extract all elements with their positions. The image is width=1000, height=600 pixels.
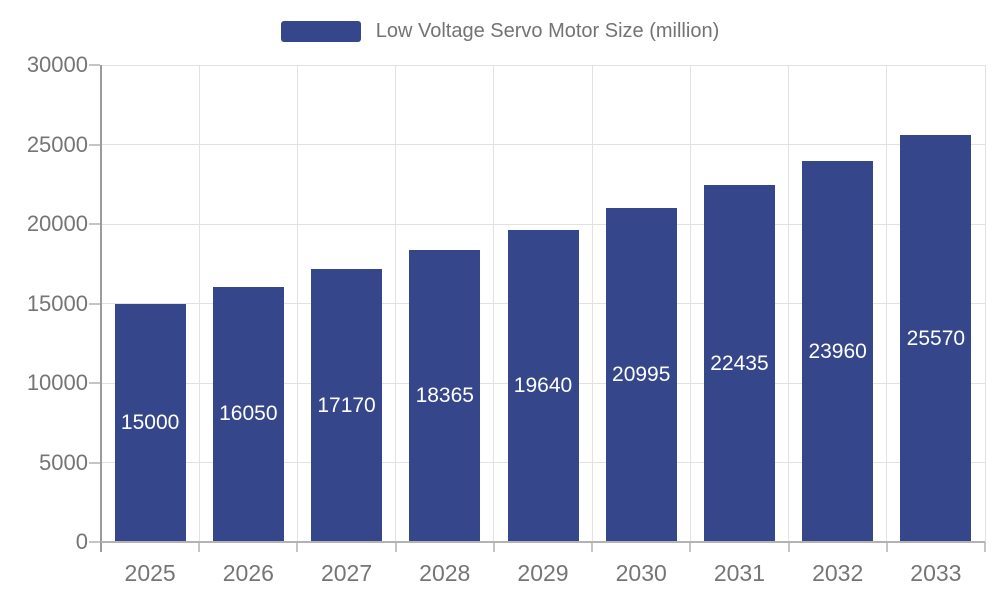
legend-label: Low Voltage Servo Motor Size (million) bbox=[375, 20, 720, 42]
x-tick bbox=[787, 542, 790, 552]
bar[interactable]: 25570 bbox=[900, 135, 972, 542]
x-tick-label: 2026 bbox=[222, 560, 274, 586]
bar-value-label: 25570 bbox=[906, 326, 966, 350]
x-tick bbox=[984, 542, 986, 552]
y-tick-label: 30000 bbox=[26, 52, 88, 77]
y-tick bbox=[89, 223, 100, 225]
x-tick bbox=[689, 542, 692, 552]
x-tick bbox=[885, 542, 888, 552]
h-gridline bbox=[101, 144, 985, 145]
y-tick bbox=[89, 382, 100, 384]
bar[interactable]: 18365 bbox=[409, 250, 481, 542]
v-gridline bbox=[984, 65, 986, 542]
bar-value-label: 17170 bbox=[317, 393, 376, 417]
x-tick-label: 2029 bbox=[517, 560, 569, 586]
x-tick-label: 2028 bbox=[419, 560, 471, 586]
v-gridline bbox=[395, 65, 397, 542]
bar[interactable]: 17170 bbox=[311, 269, 383, 542]
bar-value-label: 20995 bbox=[612, 363, 671, 387]
v-gridline bbox=[886, 65, 888, 542]
plot-area: 0 5000 10000 15000 20000 25000 30000 15000 2025 1… bbox=[27, 52, 986, 586]
x-tick bbox=[296, 542, 299, 552]
bar[interactable]: 23960 bbox=[802, 161, 874, 542]
y-tick-label: 10000 bbox=[26, 370, 88, 395]
bar[interactable]: 22435 bbox=[703, 185, 775, 542]
v-gridline bbox=[788, 65, 790, 542]
h-gridline bbox=[101, 64, 985, 66]
y-tick-label: 25000 bbox=[26, 131, 88, 157]
bar-value-label: 18365 bbox=[415, 384, 474, 407]
bar[interactable]: 20995 bbox=[605, 208, 677, 542]
bar[interactable]: 16050 bbox=[212, 286, 284, 542]
y-tick-label: 5000 bbox=[39, 449, 88, 475]
v-gridline bbox=[689, 65, 691, 542]
h-gridline bbox=[101, 223, 985, 225]
x-tick-label: 2032 bbox=[812, 560, 864, 586]
v-gridline bbox=[198, 65, 200, 542]
x-axis-line bbox=[101, 541, 985, 543]
x-tick-label: 2033 bbox=[910, 560, 962, 586]
v-gridline bbox=[591, 65, 593, 542]
y-tick-label: 0 bbox=[75, 529, 88, 554]
bar-value-label: 22435 bbox=[710, 351, 769, 375]
y-tick bbox=[89, 541, 100, 543]
x-tick-label: 2025 bbox=[124, 560, 176, 586]
bar-value-label: 16050 bbox=[219, 402, 278, 426]
bar[interactable]: 19640 bbox=[507, 229, 579, 542]
y-tick bbox=[89, 64, 100, 66]
x-tick bbox=[591, 542, 594, 552]
y-axis-line bbox=[100, 65, 102, 552]
y-tick bbox=[89, 461, 100, 464]
legend-swatch-icon bbox=[280, 21, 361, 42]
bar-value-label: 15000 bbox=[120, 410, 180, 434]
x-tick bbox=[492, 542, 495, 552]
y-tick-label: 20000 bbox=[26, 211, 88, 236]
x-tick-label: 2031 bbox=[713, 560, 766, 586]
x-tick bbox=[394, 542, 397, 552]
legend[interactable]: Low Voltage Servo Motor Size (million) bbox=[0, 20, 1000, 43]
bar-value-label: 23960 bbox=[808, 339, 867, 363]
x-tick-label: 2027 bbox=[320, 560, 373, 586]
v-gridline bbox=[296, 65, 298, 542]
y-tick bbox=[89, 302, 100, 305]
y-tick-label: 15000 bbox=[26, 290, 88, 316]
bar-value-label: 19640 bbox=[513, 373, 573, 397]
x-tick bbox=[198, 542, 201, 552]
y-tick bbox=[89, 143, 100, 146]
x-tick-label: 2030 bbox=[615, 560, 667, 586]
bar[interactable]: 15000 bbox=[114, 303, 186, 542]
v-gridline bbox=[493, 65, 495, 542]
